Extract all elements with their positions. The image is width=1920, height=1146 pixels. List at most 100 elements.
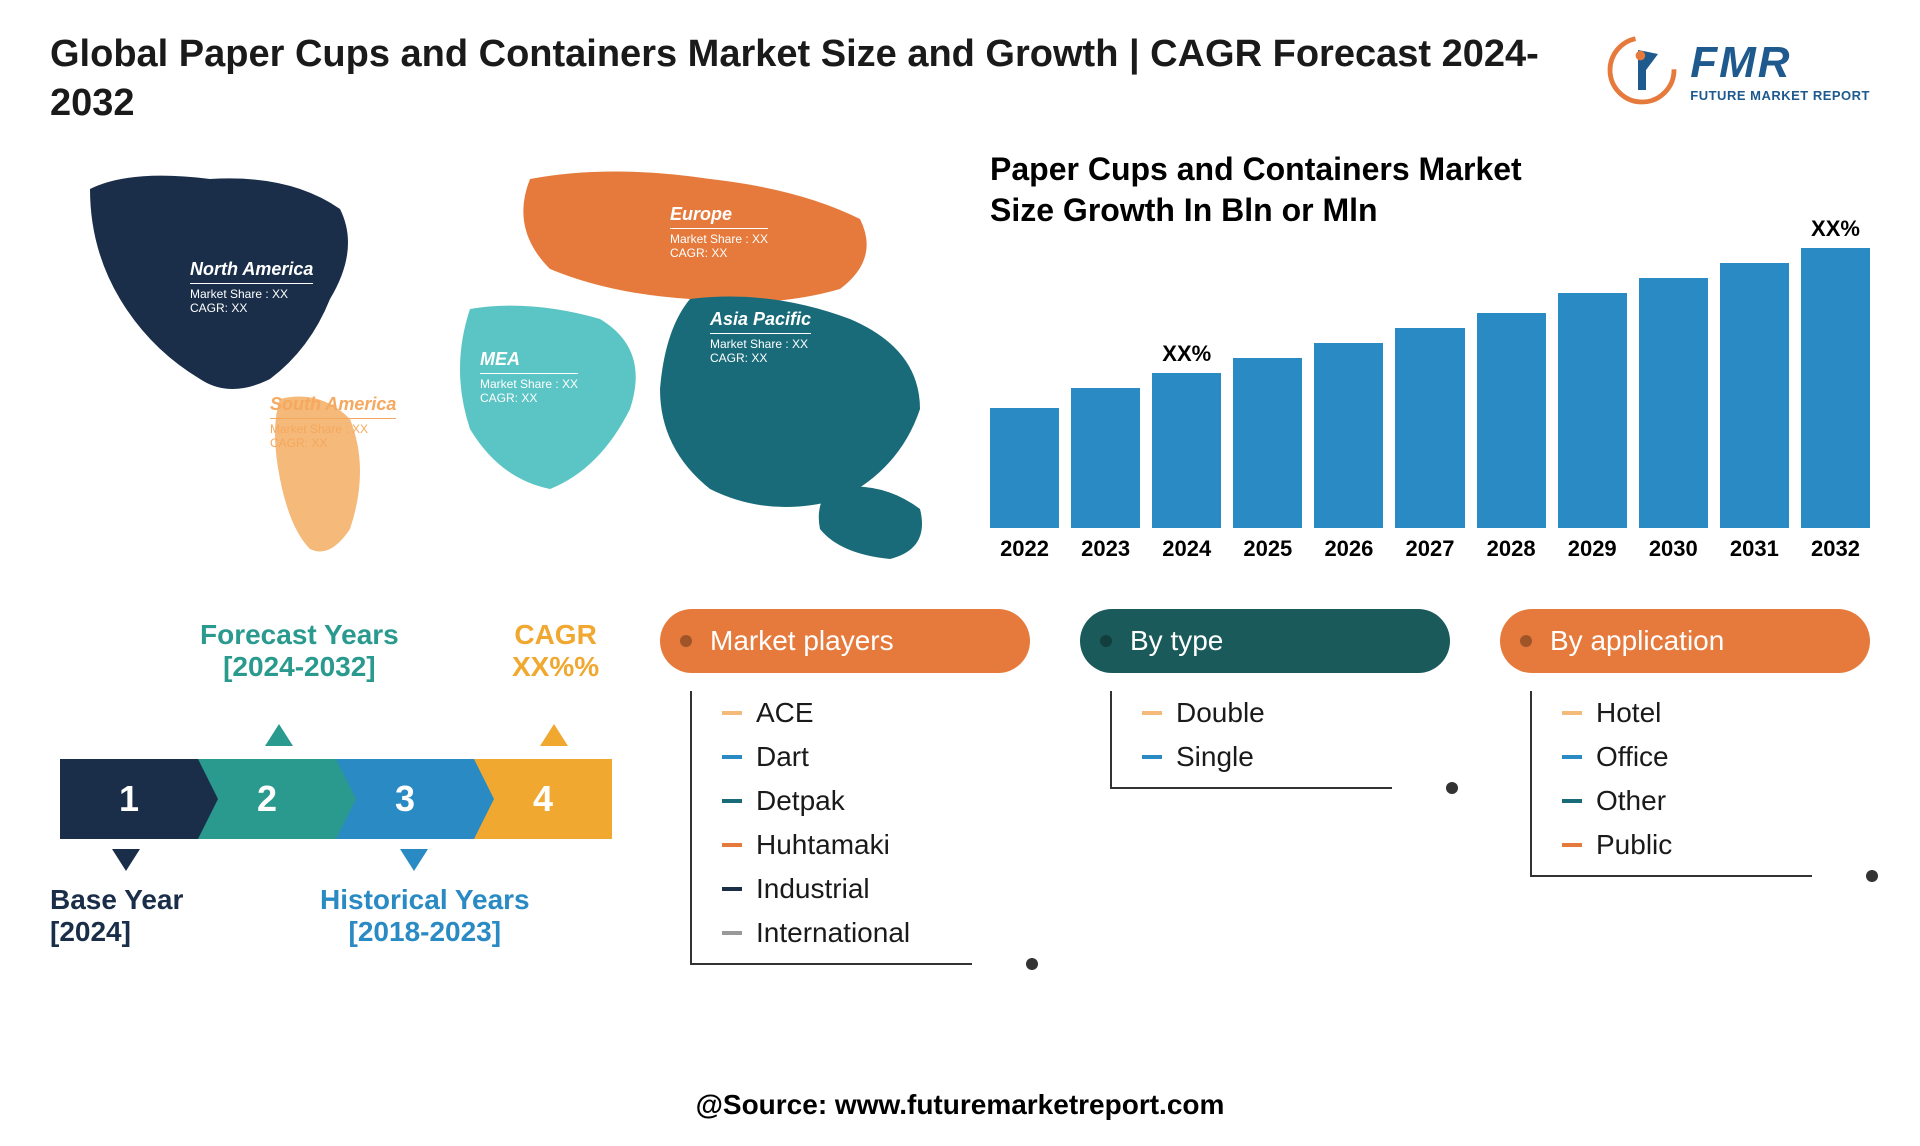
pill-list: Hotel Office Other Public: [1530, 691, 1870, 877]
list-item-label: Other: [1596, 785, 1666, 817]
bar: [1395, 328, 1464, 528]
bars-container: 2022 2023 XX%2024 2025 2026 2027 2028 2029 2030 2…: [990, 252, 1870, 562]
arrow-down-icon: [400, 849, 428, 871]
bar-col: 2027: [1395, 328, 1464, 562]
bar-year-label: 2028: [1487, 536, 1536, 562]
bar-col: 2025: [1233, 358, 1302, 562]
tick-icon: [1562, 843, 1582, 847]
tick-icon: [1142, 711, 1162, 715]
header: Global Paper Cups and Containers Market …: [50, 30, 1870, 129]
bar-col: 2022: [990, 408, 1059, 562]
bar: [1477, 313, 1546, 528]
tick-icon: [1562, 711, 1582, 715]
tl-cagr: CAGRXX%%: [512, 619, 599, 683]
list-item: International: [722, 911, 1030, 955]
bar-col: XX%2024: [1152, 373, 1221, 562]
bar-col: 2031: [1720, 263, 1789, 562]
tick-icon: [1562, 755, 1582, 759]
bar-col: 2028: [1477, 313, 1546, 562]
timeline-segment: 1: [60, 759, 198, 839]
bar-col: XX%2032: [1801, 248, 1870, 562]
pill-title: By type: [1130, 625, 1223, 657]
timeline: Forecast Years[2024-2032] CAGRXX%% 1234 …: [50, 609, 630, 969]
pill-title: Market players: [710, 625, 894, 657]
timeline-bar: 1234: [60, 759, 612, 839]
tick-icon: [722, 843, 742, 847]
bar: [1720, 263, 1789, 528]
list-item-label: Dart: [756, 741, 809, 773]
bar-col: 2026: [1314, 343, 1383, 562]
list-item-label: Single: [1176, 741, 1254, 773]
page-title: Global Paper Cups and Containers Market …: [50, 30, 1550, 129]
list-item-label: International: [756, 917, 910, 949]
list-item: Single: [1142, 735, 1450, 779]
pill-list: Double Single: [1110, 691, 1450, 789]
bar: [1071, 388, 1140, 528]
bar-year-label: 2030: [1649, 536, 1698, 562]
pill-list: ACE Dart Detpak Huhtamaki Industrial Internat…: [690, 691, 1030, 965]
list-item-label: ACE: [756, 697, 814, 729]
bar-pct-label: XX%: [1811, 216, 1860, 242]
world-map: North America Market Share : XXCAGR: XX …: [50, 149, 950, 569]
timeline-segment: 4: [474, 759, 612, 839]
list-item: Dart: [722, 735, 1030, 779]
region-mea: MEA Market Share : XXCAGR: XX: [480, 349, 578, 405]
bar-year-label: 2022: [1000, 536, 1049, 562]
logo-text-main: FMR: [1690, 38, 1870, 88]
tick-icon: [1562, 799, 1582, 803]
bullet-icon: [1520, 635, 1532, 647]
chart-title: Paper Cups and Containers Market Size Gr…: [990, 149, 1540, 232]
list-item: Office: [1562, 735, 1870, 779]
bar-year-label: 2032: [1811, 536, 1860, 562]
tick-icon: [1142, 755, 1162, 759]
category-pills: Market players ACE Dart Detpak Huhtamaki Indu…: [660, 609, 1870, 965]
list-item: Double: [1142, 691, 1450, 735]
list-item: Detpak: [722, 779, 1030, 823]
tick-icon: [722, 711, 742, 715]
bullet-icon: [1100, 635, 1112, 647]
list-item: Public: [1562, 823, 1870, 867]
bar-year-label: 2027: [1406, 536, 1455, 562]
list-item: Industrial: [722, 867, 1030, 911]
bar-year-label: 2025: [1243, 536, 1292, 562]
pill-header: By application: [1500, 609, 1870, 673]
tl-base: Base Year[2024]: [50, 884, 183, 948]
logo-icon: [1602, 30, 1682, 110]
arrow-up-icon: [265, 724, 293, 746]
bar: [990, 408, 1059, 528]
bar: [1639, 278, 1708, 528]
arrow-up-icon: [540, 724, 568, 746]
timeline-segment: 3: [336, 759, 474, 839]
tl-forecast: Forecast Years[2024-2032]: [200, 619, 399, 683]
bar-year-label: 2023: [1081, 536, 1130, 562]
region-na: North America Market Share : XXCAGR: XX: [190, 259, 313, 315]
list-item-label: Huhtamaki: [756, 829, 890, 861]
tick-icon: [722, 931, 742, 935]
list-item-label: Industrial: [756, 873, 870, 905]
bar-year-label: 2029: [1568, 536, 1617, 562]
tick-icon: [722, 887, 742, 891]
bar-chart: Paper Cups and Containers Market Size Gr…: [990, 149, 1870, 569]
pill-column-app: By application Hotel Office Other Public: [1500, 609, 1870, 965]
list-item: Other: [1562, 779, 1870, 823]
source-text: @Source: www.futuremarketreport.com: [696, 1089, 1225, 1121]
list-item-label: Hotel: [1596, 697, 1661, 729]
bar: [1152, 373, 1221, 528]
pill-column-players: Market players ACE Dart Detpak Huhtamaki Indu…: [660, 609, 1030, 965]
list-item-label: Detpak: [756, 785, 845, 817]
region-ap: Asia Pacific Market Share : XXCAGR: XX: [710, 309, 811, 365]
list-item-label: Public: [1596, 829, 1672, 861]
tick-icon: [722, 799, 742, 803]
bar: [1233, 358, 1302, 528]
timeline-segment: 2: [198, 759, 336, 839]
bar-year-label: 2026: [1324, 536, 1373, 562]
bar-col: 2029: [1558, 293, 1627, 562]
list-item: Hotel: [1562, 691, 1870, 735]
list-item-label: Double: [1176, 697, 1265, 729]
tick-icon: [722, 755, 742, 759]
bullet-icon: [680, 635, 692, 647]
list-item: Huhtamaki: [722, 823, 1030, 867]
bar-col: 2030: [1639, 278, 1708, 562]
logo: FMR FUTURE MARKET REPORT: [1602, 30, 1870, 110]
bar-col: 2023: [1071, 388, 1140, 562]
